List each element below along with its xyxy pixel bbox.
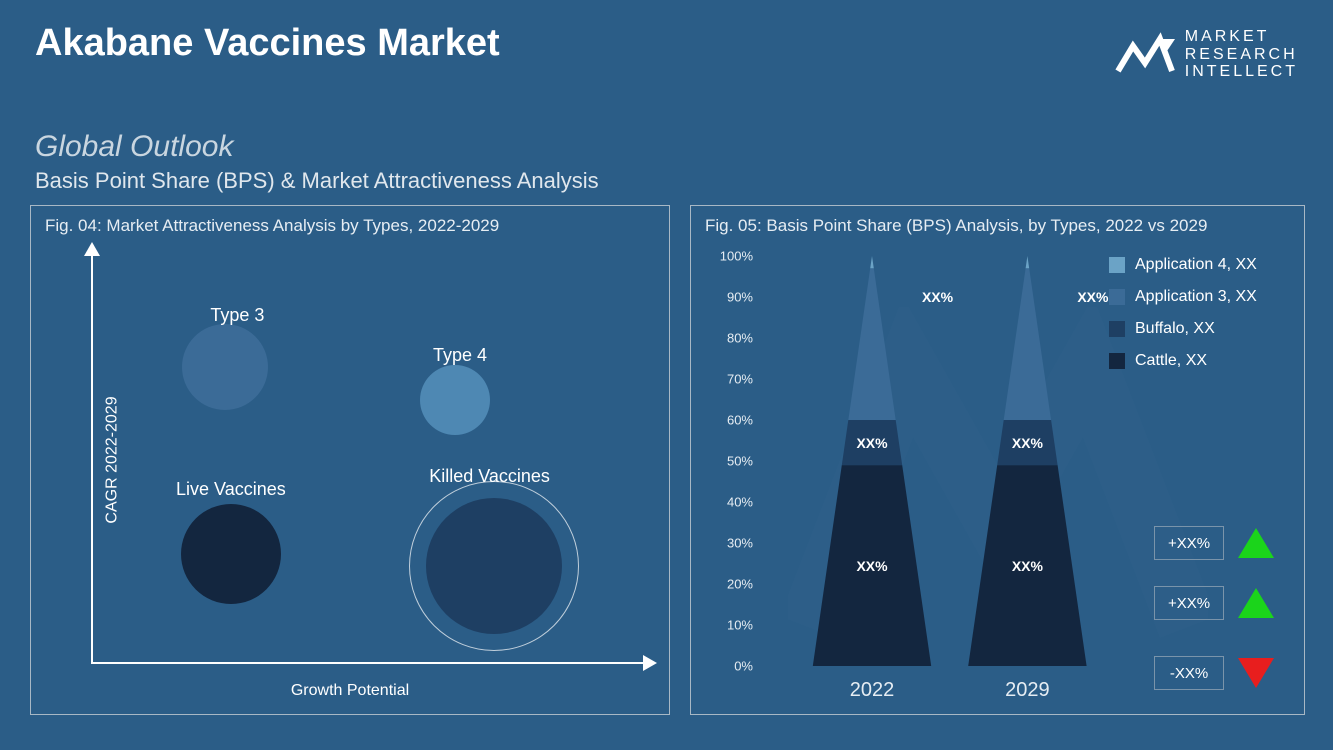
legend-swatch (1109, 353, 1125, 369)
fig05-legend: Application 4, XX Application 3, XX Buffal… (1109, 256, 1284, 384)
logo-line3: INTELLECT (1185, 63, 1298, 81)
cone-segment-label: XX% (922, 289, 953, 305)
subtitle-global-outlook: Global Outlook (35, 130, 233, 164)
legend-swatch (1109, 289, 1125, 305)
cone-segment-label: XX% (1077, 289, 1108, 305)
logo-text: MARKET RESEARCH INTELLECT (1185, 28, 1298, 81)
fig04-bubble-area: Type 3 Type 4 Live Vaccines Killed Vaccines (91, 251, 649, 664)
bubble-label: Killed Vaccines (429, 466, 550, 487)
y-tick-label: 40% (713, 495, 753, 510)
y-tick-label: 80% (713, 331, 753, 346)
bubble-type-3 (182, 324, 268, 410)
y-tick-label: 70% (713, 372, 753, 387)
legend-label: Application 3, XX (1135, 288, 1257, 306)
fig04-panel: Fig. 04: Market Attractiveness Analysis … (30, 205, 670, 715)
legend-item: Cattle, XX (1109, 352, 1284, 370)
fig04-caption: Fig. 04: Market Attractiveness Analysis … (45, 216, 655, 236)
y-tick-label: 0% (713, 659, 753, 674)
triangle-up-icon (1238, 588, 1274, 618)
change-badge: +XX% (1154, 526, 1224, 560)
legend-label: Buffalo, XX (1135, 320, 1215, 338)
fig05-panel: Fig. 05: Basis Point Share (BPS) Analysi… (690, 205, 1305, 715)
change-badge: -XX% (1154, 656, 1224, 690)
y-tick-label: 90% (713, 290, 753, 305)
bubble-label: Type 3 (210, 305, 264, 326)
y-tick-label: 30% (713, 536, 753, 551)
legend-label: Application 4, XX (1135, 256, 1257, 274)
triangle-up-icon (1238, 528, 1274, 558)
logo-line1: MARKET (1185, 28, 1298, 46)
y-tick-label: 100% (713, 249, 753, 264)
subtitle-bps: Basis Point Share (BPS) & Market Attract… (35, 168, 599, 194)
cone-segment-label: XX% (856, 435, 887, 451)
y-tick-label: 10% (713, 618, 753, 633)
logo-line2: RESEARCH (1185, 46, 1298, 64)
fig05-cone-chart (761, 256, 1131, 666)
cone-segment (848, 268, 895, 420)
cone-segment (1004, 268, 1051, 420)
legend-item: Buffalo, XX (1109, 320, 1284, 338)
page-title: Akabane Vaccines Market (35, 22, 500, 65)
bubble-live-vaccines (181, 504, 281, 604)
logo-icon (1115, 31, 1175, 77)
cone-segment-label: XX% (1012, 435, 1043, 451)
fig04-x-axis-label: Growth Potential (291, 682, 409, 700)
brand-logo: MARKET RESEARCH INTELLECT (1115, 28, 1298, 81)
triangle-down-icon (1238, 658, 1274, 688)
cone-segment-label: XX% (1012, 558, 1043, 574)
y-tick-label: 20% (713, 577, 753, 592)
y-tick-label: 50% (713, 454, 753, 469)
cone-segment (1026, 256, 1030, 268)
legend-swatch (1109, 321, 1125, 337)
legend-swatch (1109, 257, 1125, 273)
cone-x-label: 2029 (1005, 679, 1050, 702)
cone-x-label: 2022 (850, 679, 895, 702)
legend-label: Cattle, XX (1135, 352, 1207, 370)
bubble-label: Type 4 (433, 345, 487, 366)
y-tick-label: 60% (713, 413, 753, 428)
bubble-label: Live Vaccines (176, 479, 286, 500)
bubble-type-4 (420, 365, 490, 435)
cone-segment (870, 256, 874, 268)
cone-segment-label: XX% (856, 558, 887, 574)
legend-item: Application 3, XX (1109, 288, 1284, 306)
legend-item: Application 4, XX (1109, 256, 1284, 274)
bubble-killed-vaccines (426, 498, 562, 634)
change-badge: +XX% (1154, 586, 1224, 620)
fig05-caption: Fig. 05: Basis Point Share (BPS) Analysi… (705, 216, 1290, 236)
